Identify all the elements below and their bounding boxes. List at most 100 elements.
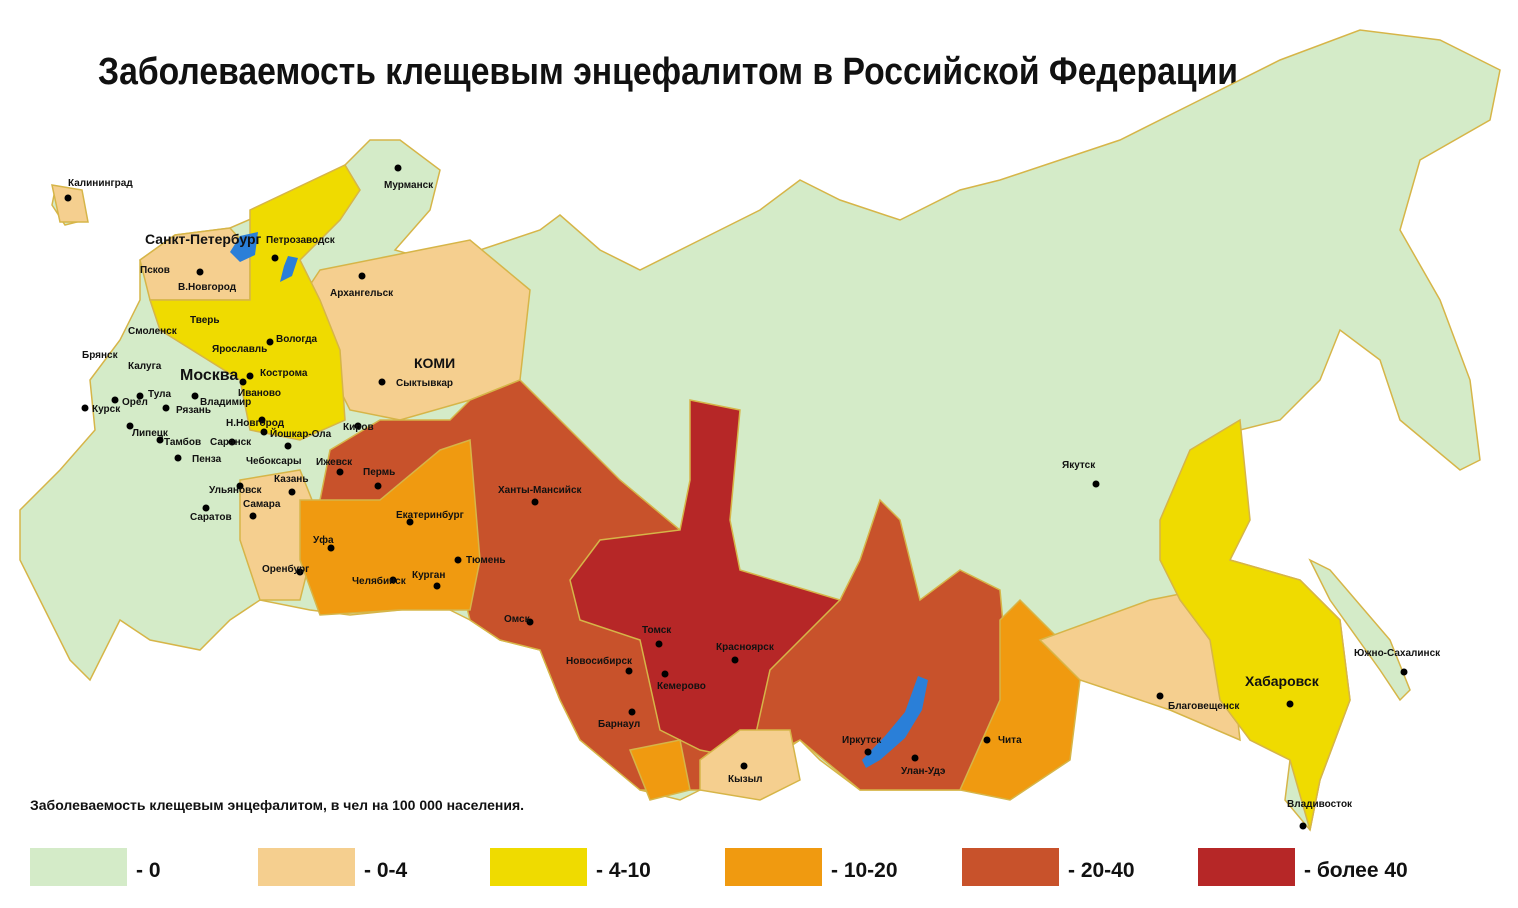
city-label: КОМИ bbox=[414, 355, 455, 371]
city-dot bbox=[531, 498, 539, 506]
city-label: Самара bbox=[243, 499, 281, 510]
city-label: Тула bbox=[148, 389, 172, 400]
city-dot bbox=[111, 396, 119, 404]
city-dot bbox=[358, 272, 366, 280]
city-dot bbox=[136, 392, 144, 400]
city-dot bbox=[983, 736, 991, 744]
city-dot bbox=[625, 667, 633, 675]
city-dot bbox=[266, 338, 274, 346]
city-label: Пенза bbox=[192, 454, 222, 465]
city-label: Челябинск bbox=[352, 575, 407, 587]
city-dot bbox=[327, 544, 335, 552]
city-dot bbox=[389, 576, 397, 584]
legend-swatch bbox=[258, 848, 355, 886]
city-label: Новосибирск bbox=[566, 655, 633, 667]
city-dot bbox=[202, 504, 210, 512]
city-label: Казань bbox=[274, 474, 309, 485]
city-dot bbox=[1400, 668, 1408, 676]
legend-swatch bbox=[30, 848, 127, 886]
city-label: Ярославль bbox=[212, 344, 267, 355]
city-label: Санкт-Петербург bbox=[145, 231, 262, 247]
city-label: Ханты-Мансийск bbox=[498, 485, 583, 496]
city-label: Ижевск bbox=[316, 457, 353, 468]
city-label: Чебоксары bbox=[246, 455, 302, 467]
city-label: Курск bbox=[92, 404, 121, 415]
city-dot bbox=[454, 556, 462, 564]
city-label: Рязань bbox=[176, 405, 211, 416]
city-label: Владимир bbox=[200, 397, 251, 408]
city-dot bbox=[740, 762, 748, 770]
city-dot bbox=[64, 194, 72, 202]
city-label: Калининград bbox=[68, 178, 133, 189]
legend-label: - 0-4 bbox=[364, 859, 408, 882]
city-dot bbox=[864, 748, 872, 756]
city-label: Н.Новгород bbox=[226, 418, 285, 429]
city-dot bbox=[1299, 822, 1307, 830]
legend-label: - 0 bbox=[136, 859, 161, 882]
city-dot bbox=[1092, 480, 1100, 488]
city-label: Вологда bbox=[276, 334, 318, 345]
city-label: Благовещенск bbox=[1168, 701, 1240, 712]
city-label: Смоленск bbox=[128, 326, 178, 337]
city-label: Архангельск bbox=[330, 288, 394, 299]
city-dot bbox=[628, 708, 636, 716]
city-label: Кострома bbox=[260, 368, 308, 379]
city-label: Киров bbox=[343, 422, 374, 433]
city-label: Екатеринбург bbox=[396, 509, 464, 521]
city-label: Уфа bbox=[313, 534, 334, 546]
city-label: Саратов bbox=[190, 512, 232, 523]
city-dot bbox=[228, 438, 236, 446]
city-dot bbox=[81, 404, 89, 412]
legend-label: - 20-40 bbox=[1068, 859, 1135, 882]
city-label: Сыктывкар bbox=[396, 378, 453, 389]
city-dot bbox=[378, 378, 386, 386]
city-label: В.Новгород bbox=[178, 282, 237, 293]
city-dot bbox=[191, 392, 199, 400]
city-label: Петрозаводск bbox=[266, 235, 336, 246]
regions bbox=[19, 29, 1501, 832]
city-label: Иркутск bbox=[842, 735, 882, 746]
region bbox=[51, 184, 89, 223]
legend-swatch bbox=[490, 848, 587, 886]
city-dot bbox=[661, 670, 669, 678]
city-label: Томск bbox=[642, 625, 672, 636]
city-label: Ульяновск bbox=[209, 485, 263, 496]
city-label: Улан-Удэ bbox=[901, 766, 946, 777]
city-label: Саранск bbox=[210, 437, 252, 448]
city-dot bbox=[246, 372, 254, 380]
city-label: Брянск bbox=[82, 350, 119, 361]
legend-label: - более 40 bbox=[1304, 859, 1408, 882]
city-label: Мурманск bbox=[384, 180, 434, 191]
city-dot bbox=[174, 454, 182, 462]
legend-label: - 4-10 bbox=[596, 859, 651, 882]
lake-baikal bbox=[862, 676, 928, 768]
region bbox=[1159, 418, 1351, 831]
city-dot bbox=[284, 442, 292, 450]
city-dot bbox=[236, 482, 244, 490]
city-label: Пермь bbox=[363, 467, 395, 478]
city-label: Омск bbox=[504, 614, 531, 625]
region bbox=[299, 438, 481, 616]
city-dot bbox=[655, 640, 663, 648]
city-label: Южно-Сахалинск bbox=[1354, 648, 1441, 659]
city-dot bbox=[296, 568, 304, 576]
city-dot bbox=[260, 428, 268, 436]
city-dot bbox=[1286, 700, 1294, 708]
city-label: Орел bbox=[122, 397, 148, 408]
lake-onega bbox=[280, 256, 298, 282]
city-dot bbox=[731, 656, 739, 664]
city-label: Чита bbox=[998, 735, 1022, 746]
city-label: Тамбов bbox=[164, 436, 201, 448]
city-label: Курган bbox=[412, 570, 445, 581]
city-dot bbox=[336, 468, 344, 476]
city-label: Кемерово bbox=[657, 681, 706, 692]
city-dot bbox=[433, 582, 441, 590]
city-dot bbox=[911, 754, 919, 762]
city-label: Калуга bbox=[128, 361, 162, 372]
city-label: Йошкар-Ола bbox=[270, 427, 332, 440]
map-title: Заболеваемость клещевым энцефалитом в Ро… bbox=[98, 51, 1238, 93]
city-dot bbox=[126, 422, 134, 430]
city-dot bbox=[249, 512, 257, 520]
cities: Калининград Мурманск Санкт-Петербург Петроз… bbox=[64, 164, 1441, 830]
